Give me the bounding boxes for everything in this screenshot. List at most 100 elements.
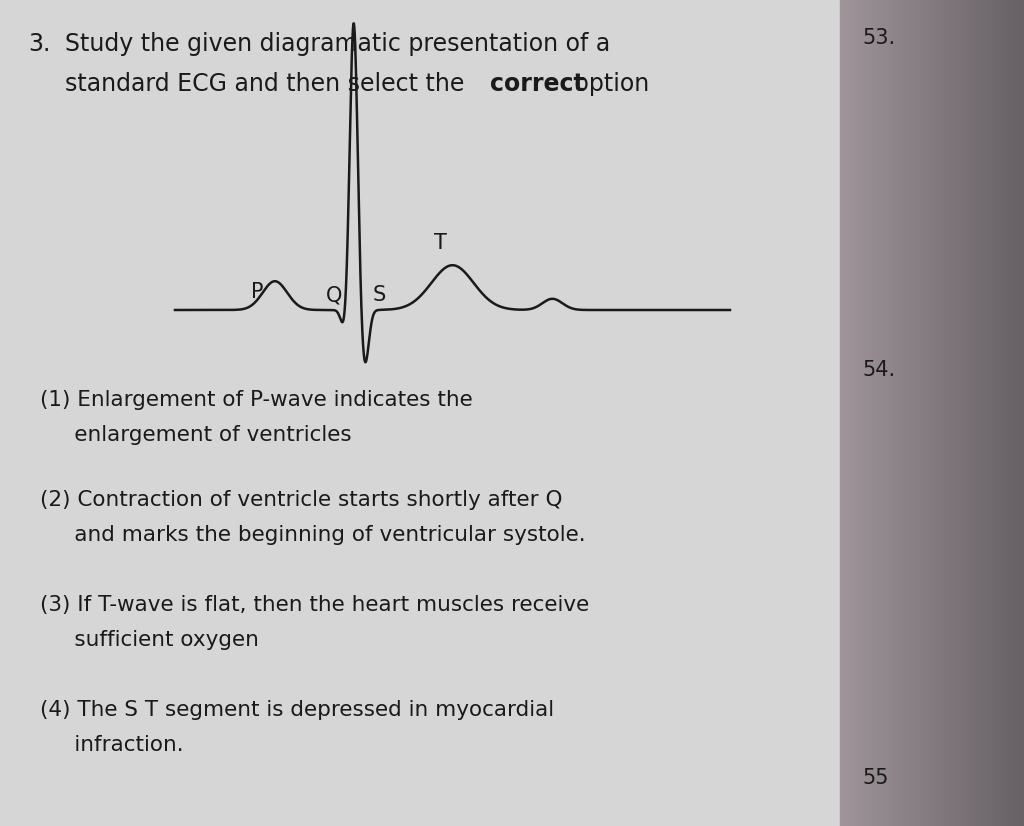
Bar bbox=[1010, 0, 1011, 826]
Text: (3) If T-wave is flat, then the heart muscles receive: (3) If T-wave is flat, then the heart mu… bbox=[40, 595, 589, 615]
Bar bbox=[848, 0, 849, 826]
Bar bbox=[915, 0, 918, 826]
Bar bbox=[846, 0, 848, 826]
Bar bbox=[941, 0, 943, 826]
Bar bbox=[973, 0, 974, 826]
Bar bbox=[943, 0, 945, 826]
Bar bbox=[867, 0, 869, 826]
Text: 54.: 54. bbox=[862, 360, 895, 380]
Bar bbox=[897, 0, 899, 826]
Bar bbox=[901, 0, 902, 826]
Bar bbox=[985, 0, 987, 826]
Bar bbox=[927, 0, 929, 826]
Text: 55: 55 bbox=[862, 768, 889, 788]
Text: T: T bbox=[434, 233, 446, 254]
Bar bbox=[991, 0, 992, 826]
Text: (4) The S T segment is depressed in myocardial: (4) The S T segment is depressed in myoc… bbox=[40, 700, 554, 720]
Bar bbox=[969, 0, 971, 826]
Text: 53.: 53. bbox=[862, 28, 895, 48]
Bar bbox=[938, 0, 939, 826]
Bar bbox=[989, 0, 991, 826]
Bar bbox=[945, 0, 947, 826]
Bar bbox=[1004, 0, 1006, 826]
Bar bbox=[947, 0, 948, 826]
Bar bbox=[952, 0, 954, 826]
Bar bbox=[934, 0, 936, 826]
Bar bbox=[879, 0, 881, 826]
Bar bbox=[0, 0, 860, 826]
Bar bbox=[1008, 0, 1010, 826]
Bar bbox=[892, 0, 893, 826]
Bar bbox=[865, 0, 867, 826]
Bar bbox=[918, 0, 920, 826]
Bar bbox=[849, 0, 851, 826]
Bar bbox=[893, 0, 895, 826]
Bar bbox=[908, 0, 910, 826]
Bar bbox=[965, 0, 967, 826]
Text: P: P bbox=[251, 282, 263, 302]
Bar bbox=[913, 0, 915, 826]
Bar bbox=[1022, 0, 1024, 826]
Bar bbox=[864, 0, 865, 826]
Bar bbox=[890, 0, 892, 826]
Bar bbox=[996, 0, 998, 826]
Bar bbox=[886, 0, 888, 826]
Text: correct: correct bbox=[490, 72, 585, 96]
Text: standard ECG and then select the: standard ECG and then select the bbox=[65, 72, 472, 96]
Text: and marks the beginning of ventricular systole.: and marks the beginning of ventricular s… bbox=[40, 525, 586, 545]
Bar bbox=[1017, 0, 1019, 826]
Bar bbox=[883, 0, 884, 826]
Bar bbox=[956, 0, 957, 826]
Bar bbox=[840, 0, 842, 826]
Bar bbox=[855, 0, 856, 826]
Text: (2) Contraction of ventricle starts shortly after Q: (2) Contraction of ventricle starts shor… bbox=[40, 490, 562, 510]
Bar bbox=[929, 0, 930, 826]
Bar bbox=[1015, 0, 1017, 826]
Bar bbox=[874, 0, 877, 826]
Bar bbox=[884, 0, 886, 826]
Bar bbox=[904, 0, 906, 826]
Bar bbox=[869, 0, 871, 826]
Bar bbox=[980, 0, 982, 826]
Bar bbox=[862, 0, 864, 826]
Bar bbox=[1020, 0, 1022, 826]
Bar bbox=[936, 0, 938, 826]
Text: infraction.: infraction. bbox=[40, 735, 183, 755]
Bar bbox=[959, 0, 962, 826]
Bar bbox=[877, 0, 879, 826]
Bar bbox=[911, 0, 913, 826]
Bar bbox=[976, 0, 978, 826]
Bar bbox=[930, 0, 932, 826]
Bar bbox=[860, 0, 862, 826]
Text: S: S bbox=[372, 285, 385, 305]
Bar bbox=[844, 0, 846, 826]
Bar bbox=[902, 0, 904, 826]
Bar bbox=[858, 0, 860, 826]
Bar bbox=[923, 0, 925, 826]
Bar bbox=[974, 0, 976, 826]
Bar bbox=[939, 0, 941, 826]
Bar bbox=[881, 0, 883, 826]
Bar bbox=[978, 0, 980, 826]
Bar bbox=[899, 0, 901, 826]
Bar bbox=[851, 0, 853, 826]
Text: 3.: 3. bbox=[28, 32, 50, 56]
Bar bbox=[895, 0, 897, 826]
Bar bbox=[964, 0, 965, 826]
Bar bbox=[950, 0, 952, 826]
Bar bbox=[925, 0, 927, 826]
Bar bbox=[971, 0, 973, 826]
Bar bbox=[873, 0, 874, 826]
Bar bbox=[998, 0, 1000, 826]
Bar bbox=[856, 0, 858, 826]
Bar bbox=[983, 0, 985, 826]
Bar bbox=[1001, 0, 1004, 826]
Bar bbox=[906, 0, 908, 826]
Bar bbox=[921, 0, 923, 826]
Text: Q: Q bbox=[326, 285, 342, 305]
Text: Study the given diagramatic presentation of a: Study the given diagramatic presentation… bbox=[65, 32, 610, 56]
Bar bbox=[948, 0, 950, 826]
Bar bbox=[888, 0, 890, 826]
Bar bbox=[853, 0, 855, 826]
Bar bbox=[910, 0, 911, 826]
